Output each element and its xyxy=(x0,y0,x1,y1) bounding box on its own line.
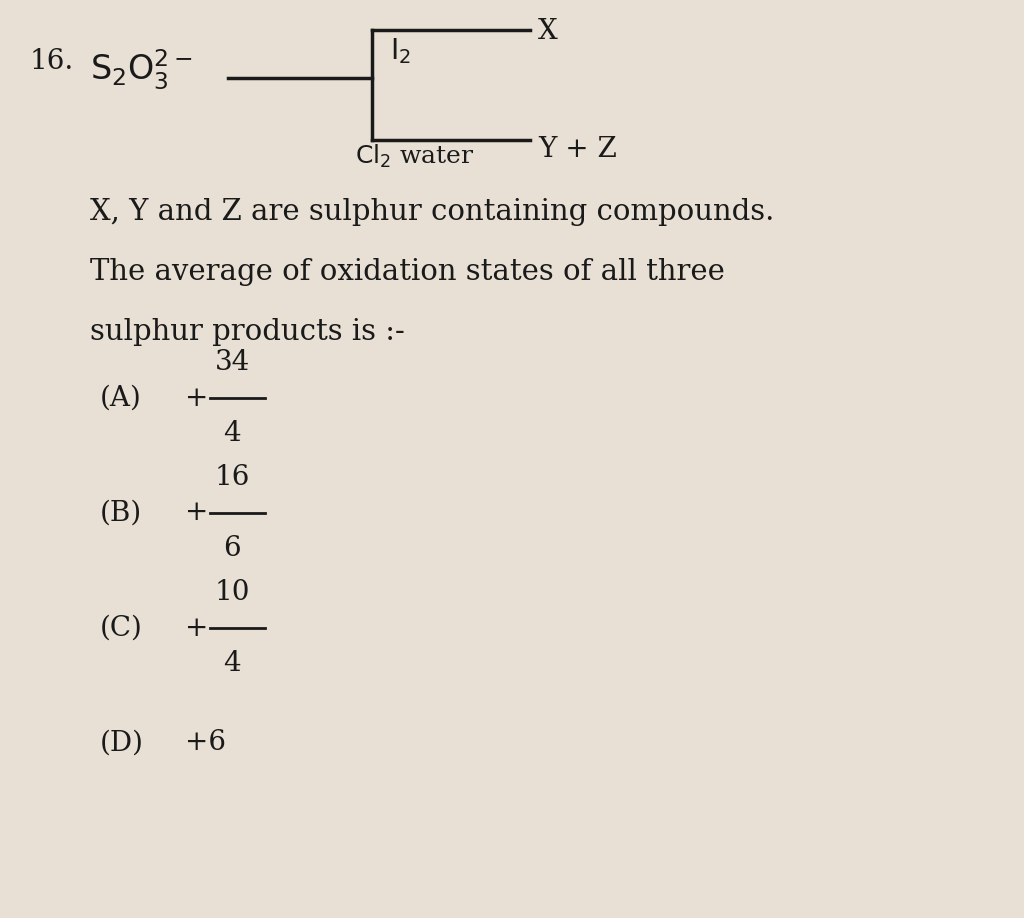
Text: 4: 4 xyxy=(223,650,241,677)
Text: +: + xyxy=(185,385,208,411)
Text: (A): (A) xyxy=(100,385,142,411)
Text: X: X xyxy=(538,18,558,45)
Text: 10: 10 xyxy=(215,579,251,606)
Text: $\mathrm{I_2}$: $\mathrm{I_2}$ xyxy=(390,36,411,66)
Text: 4: 4 xyxy=(223,420,241,447)
Text: X, Y and Z are sulphur containing compounds.: X, Y and Z are sulphur containing compou… xyxy=(90,198,774,226)
Text: 16: 16 xyxy=(215,464,251,491)
Text: (C): (C) xyxy=(100,614,143,642)
Text: +: + xyxy=(185,614,208,642)
Text: $\mathrm{Cl_2}$ water: $\mathrm{Cl_2}$ water xyxy=(355,143,474,170)
Text: 6: 6 xyxy=(223,535,241,562)
Text: The average of oxidation states of all three: The average of oxidation states of all t… xyxy=(90,258,725,286)
Text: Y + Z: Y + Z xyxy=(538,136,616,163)
Text: 34: 34 xyxy=(215,349,250,376)
Text: +6: +6 xyxy=(185,730,226,756)
Text: +: + xyxy=(185,499,208,527)
Text: (B): (B) xyxy=(100,499,142,527)
Text: (D): (D) xyxy=(100,730,144,756)
Text: 16.: 16. xyxy=(30,48,75,75)
Text: sulphur products is :-: sulphur products is :- xyxy=(90,318,404,346)
Text: $\mathrm{S_2O_3^{2-}}$: $\mathrm{S_2O_3^{2-}}$ xyxy=(90,48,193,93)
